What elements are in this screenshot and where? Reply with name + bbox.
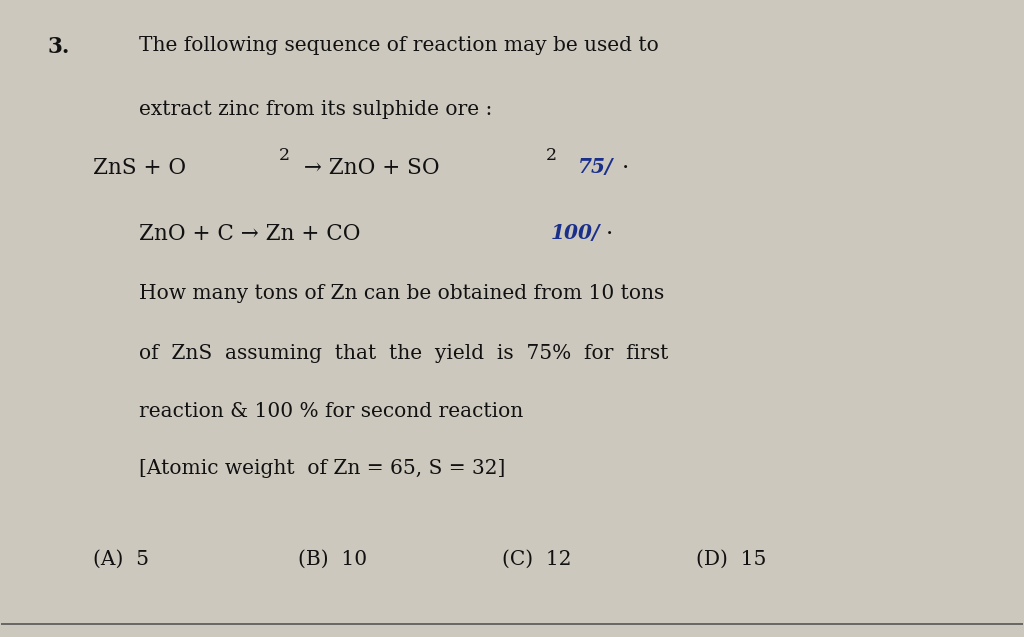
Text: [Atomic weight  of Zn = 65, S = 32]: [Atomic weight of Zn = 65, S = 32]: [139, 459, 506, 478]
Text: (D)  15: (D) 15: [696, 550, 766, 569]
Text: → ZnO + SO: → ZnO + SO: [297, 157, 439, 179]
Text: 75/: 75/: [579, 157, 613, 177]
Text: 2: 2: [280, 147, 290, 164]
Text: 3.: 3.: [47, 36, 70, 58]
Text: How many tons of Zn can be obtained from 10 tons: How many tons of Zn can be obtained from…: [139, 283, 665, 303]
Text: ·: ·: [606, 224, 613, 245]
Text: 100/: 100/: [551, 224, 600, 243]
Text: (C)  12: (C) 12: [502, 550, 571, 569]
Text: (B)  10: (B) 10: [298, 550, 367, 569]
Text: (A)  5: (A) 5: [93, 550, 150, 569]
Text: extract zinc from its sulphide ore :: extract zinc from its sulphide ore :: [139, 100, 493, 118]
Text: ZnS + O: ZnS + O: [93, 157, 186, 179]
Text: The following sequence of reaction may be used to: The following sequence of reaction may b…: [139, 36, 659, 55]
Text: reaction & 100 % for second reaction: reaction & 100 % for second reaction: [139, 402, 523, 421]
Text: 2: 2: [546, 147, 557, 164]
Text: of  ZnS  assuming  that  the  yield  is  75%  for  first: of ZnS assuming that the yield is 75% fo…: [139, 344, 669, 363]
Text: ZnO + C → Zn + CO: ZnO + C → Zn + CO: [139, 224, 360, 245]
Text: ·: ·: [623, 157, 630, 179]
